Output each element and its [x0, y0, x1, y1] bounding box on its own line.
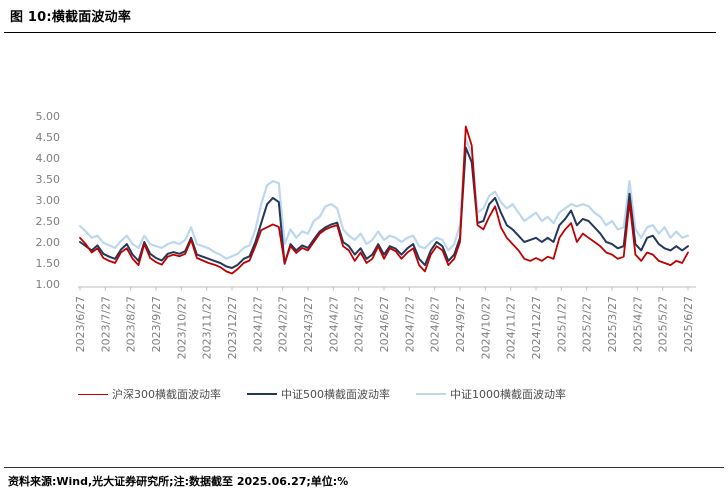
y-axis-tick-label: 4.00	[36, 152, 61, 165]
x-axis-tick-label: 2023/8/27	[125, 296, 138, 352]
legend-label: 中证500横截面波动率	[281, 388, 390, 401]
x-axis-tick-label: 2024/10/27	[479, 296, 492, 359]
x-axis-tick-label: 2024/5/27	[353, 296, 366, 352]
figure-header: 图 10:横截面波动率	[10, 6, 718, 25]
y-axis-tick-label: 2.00	[36, 236, 61, 249]
x-axis-tick-label: 2023/12/27	[226, 296, 239, 359]
series-line-中证1000横截面波动率	[78, 137, 690, 260]
series-line-沪深300横截面波动率	[79, 125, 689, 275]
x-axis-tick-label: 2024/7/27	[403, 296, 416, 352]
y-axis-tick-label: 1.50	[36, 257, 61, 270]
legend-line-swatch	[247, 393, 277, 395]
x-axis-tick-label: 2023/10/27	[175, 296, 188, 359]
x-axis-tick-label: 2023/7/27	[99, 296, 112, 352]
footer-divider	[4, 467, 724, 468]
source-note: 资料来源:Wind,光大证券研究所;注:数据截至 2025.06.27;单位:%	[8, 475, 349, 488]
legend-line-swatch	[416, 393, 446, 395]
chart-legend: 沪深300横截面波动率 中证500横截面波动率 中证1000横截面波动率	[78, 386, 566, 402]
y-axis-tick-label: 3.00	[36, 194, 61, 207]
x-axis-tick-label: 2024/11/27	[505, 296, 518, 359]
x-axis-tick-label: 2025/5/27	[657, 296, 670, 352]
legend-item: 沪深300横截面波动率	[78, 386, 221, 402]
x-axis-tick-label: 2025/6/27	[682, 296, 695, 352]
volatility-line-chart: 2023/6/27 2023/7/27 2023/8/27 2023/9/27 2023…	[0, 40, 728, 380]
title-divider	[4, 32, 716, 33]
x-axis-tick-label: 2024/3/27	[302, 296, 315, 352]
x-axis-tick-label: 2025/4/27	[631, 296, 644, 352]
x-axis-tick-label: 2024/2/27	[277, 296, 290, 352]
legend-item: 中证500横截面波动率	[247, 386, 390, 402]
figure-title: 图 10:横截面波动率	[10, 10, 132, 25]
x-axis-tick-label: 2024/4/27	[327, 296, 340, 352]
y-axis-tick-label: 2.50	[36, 215, 61, 228]
legend-item: 中证1000横截面波动率	[416, 386, 566, 402]
x-axis-tick-label: 2025/3/27	[606, 296, 619, 352]
x-axis-tick-label: 2025/2/27	[581, 296, 594, 352]
x-axis-tick-label: 2023/11/27	[201, 296, 214, 359]
legend-label: 沪深300横截面波动率	[112, 388, 221, 401]
x-axis-tick-label: 2025/1/27	[555, 296, 568, 352]
x-axis-tick-label: 2024/9/27	[454, 296, 467, 352]
legend-label: 中证1000横截面波动率	[450, 388, 566, 401]
y-axis-tick-label: 5.00	[36, 110, 61, 123]
y-axis-tick-label: 1.00	[36, 278, 61, 291]
y-axis-tick-label: 4.50	[36, 131, 61, 144]
x-axis-tick-label: 2024/6/27	[378, 296, 391, 352]
x-axis-tick-label: 2023/6/27	[74, 296, 87, 352]
x-axis-tick-label: 2023/9/27	[150, 296, 163, 352]
x-axis-tick-label: 2024/1/27	[251, 296, 264, 352]
y-axis-tick-label: 3.50	[36, 173, 61, 186]
chart-canvas: 2023/6/27 2023/7/27 2023/8/27 2023/9/27 2023…	[36, 110, 696, 359]
x-axis-tick-label: 2024/8/27	[429, 296, 442, 352]
legend-line-swatch	[78, 393, 108, 395]
x-axis-tick-label: 2024/12/27	[530, 296, 543, 359]
series-line-中证500横截面波动率	[79, 146, 689, 269]
